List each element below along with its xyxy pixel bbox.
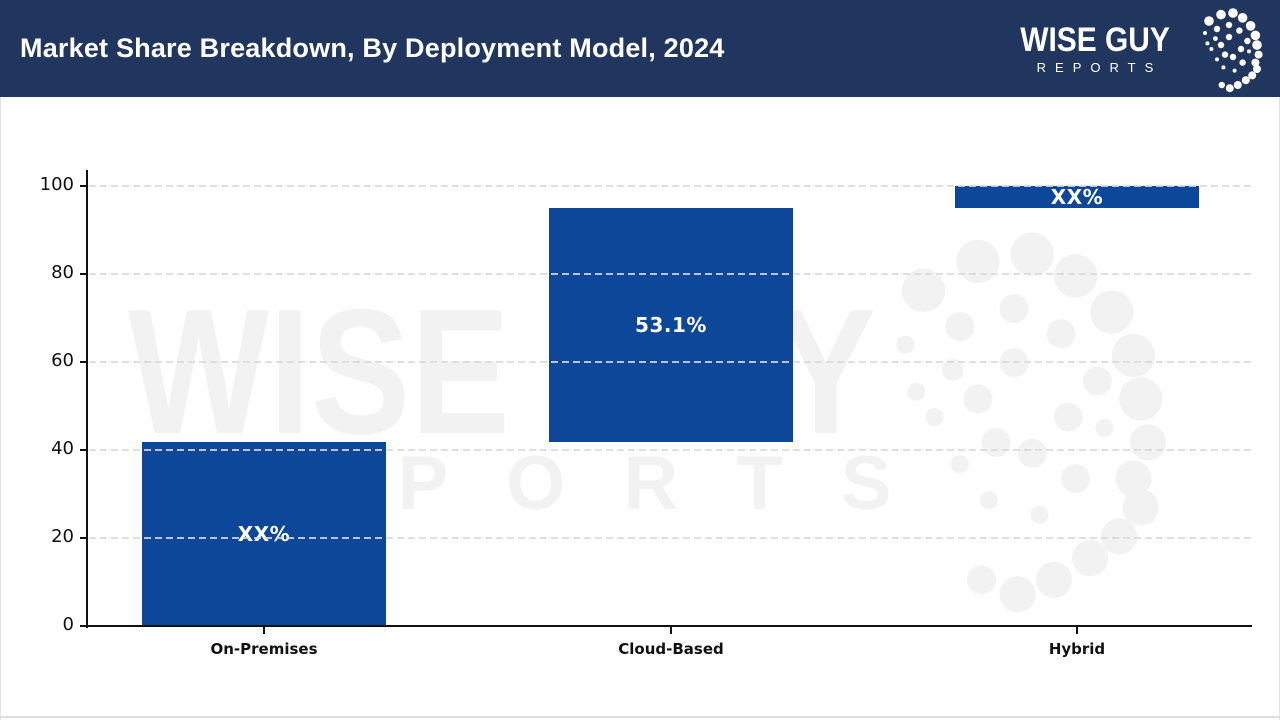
dotted-head-icon xyxy=(1203,7,1263,92)
header-bar: Market Share Breakdown, By Deployment Mo… xyxy=(0,0,1280,97)
x-tick-mark xyxy=(1076,626,1078,634)
y-tick-label: 0 xyxy=(62,614,74,635)
brand-subtitle: REPORTS xyxy=(1036,60,1163,75)
gridline xyxy=(89,273,1252,275)
x-tick-mark xyxy=(670,626,672,634)
y-tick-mark xyxy=(80,273,88,275)
x-category-label: Hybrid xyxy=(1048,640,1106,658)
gridline xyxy=(89,537,1252,539)
gridline xyxy=(89,185,1252,187)
y-tick-mark xyxy=(80,625,88,627)
bar: XX% xyxy=(955,185,1199,209)
gridline xyxy=(89,449,1252,451)
brand-name: WISE GUY xyxy=(1020,21,1170,59)
y-axis xyxy=(86,170,88,628)
y-tick-label: 60 xyxy=(51,350,74,371)
y-tick-mark xyxy=(80,449,88,451)
x-category-label: On-Premises xyxy=(210,640,318,658)
x-tick-mark xyxy=(263,626,265,634)
brand-logo: WISE GUY REPORTS xyxy=(1010,5,1266,93)
bar: 53.1% xyxy=(549,208,793,442)
bottom-divider xyxy=(0,716,1280,718)
bar: XX% xyxy=(142,441,386,626)
brand-wordmark: WISE GUY REPORTS xyxy=(1010,23,1180,74)
y-tick-label: 100 xyxy=(39,174,74,195)
x-axis xyxy=(86,625,1252,627)
bar-value-label: XX% xyxy=(237,521,291,546)
y-tick-mark xyxy=(80,361,88,363)
y-tick-mark xyxy=(80,537,88,539)
bar-value-label: 53.1% xyxy=(635,312,707,337)
y-tick-mark xyxy=(80,185,88,187)
bar-value-label: XX% xyxy=(1050,185,1104,209)
chart-title: Market Share Breakdown, By Deployment Mo… xyxy=(20,33,725,63)
y-tick-label: 20 xyxy=(51,526,74,547)
watermark-head-icon xyxy=(896,232,1167,613)
y-tick-label: 80 xyxy=(51,262,74,283)
gridline xyxy=(89,361,1252,363)
x-category-label: Cloud-Based xyxy=(618,640,724,658)
y-tick-label: 40 xyxy=(51,438,74,459)
